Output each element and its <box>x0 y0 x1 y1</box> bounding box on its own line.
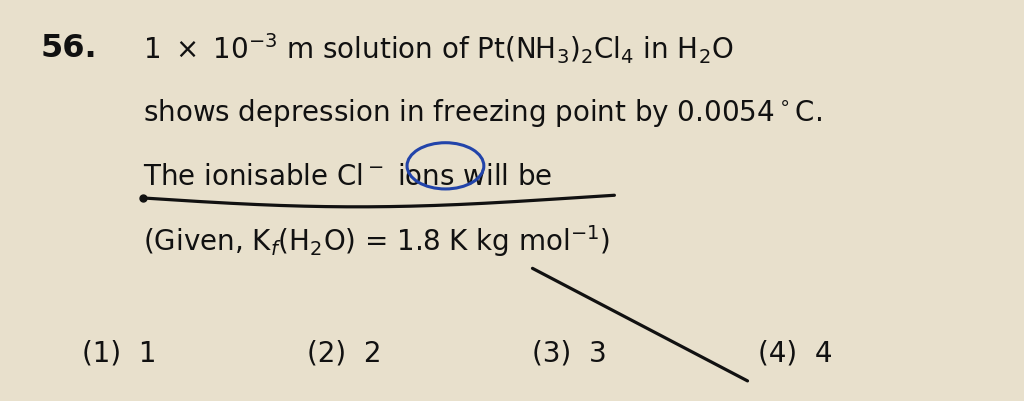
Text: (Given, K$_f$(H$_2$O) = 1.8 K kg mol$^{-1}$): (Given, K$_f$(H$_2$O) = 1.8 K kg mol$^{-… <box>143 223 610 259</box>
Text: (4)  4: (4) 4 <box>758 339 833 367</box>
Text: $1\ \times\ 10^{-3}$ m solution of Pt(NH$_3$)$_2$Cl$_4$ in H$_2$O: $1\ \times\ 10^{-3}$ m solution of Pt(NH… <box>143 31 734 65</box>
Text: The ionisable Cl$^-$ ions will be: The ionisable Cl$^-$ ions will be <box>143 162 553 190</box>
Text: (2)  2: (2) 2 <box>307 339 382 367</box>
Text: (3)  3: (3) 3 <box>532 339 607 367</box>
Text: (1)  1: (1) 1 <box>82 339 157 367</box>
Text: shows depression in freezing point by 0.0054$^\circ$C.: shows depression in freezing point by 0.… <box>143 96 822 128</box>
Text: 56.: 56. <box>41 32 97 64</box>
